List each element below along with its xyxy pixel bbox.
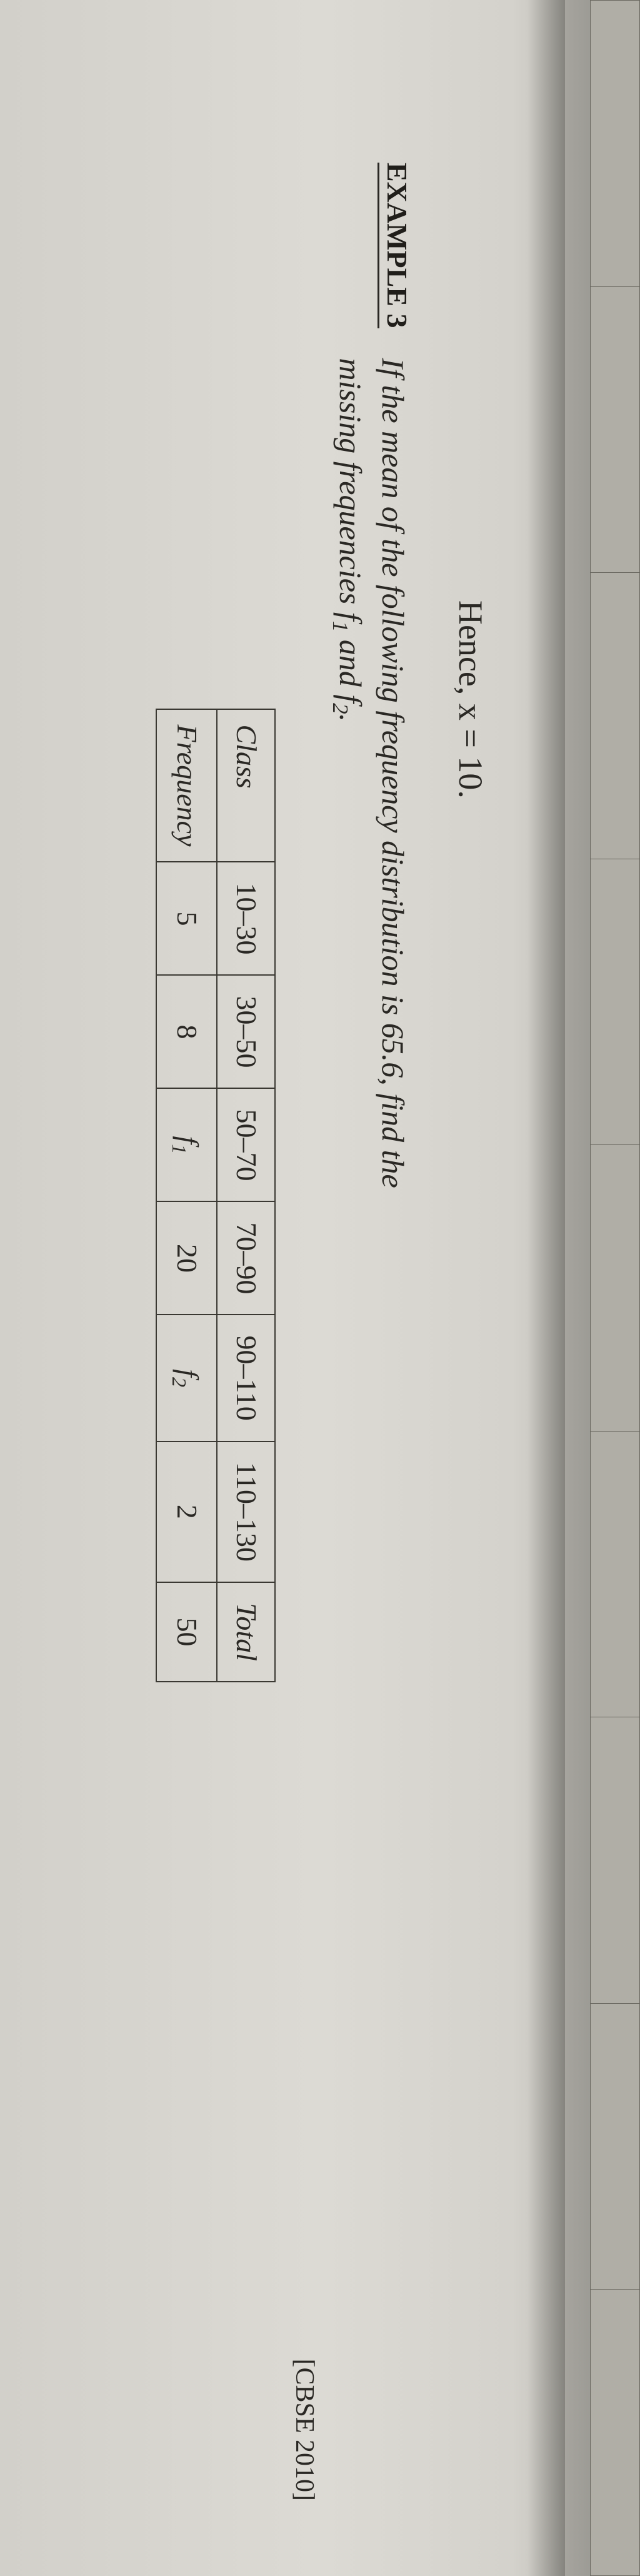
table-row: Frequency 5 8 f1 20 f2 2 50 — [156, 709, 218, 1682]
strip-cell — [591, 1, 640, 287]
example-block: EXAMPLE 3 If the mean of the following f… — [156, 163, 414, 2501]
cbse-tag: [CBSE 2010] — [287, 358, 322, 2502]
f2-sub: 2 — [168, 1377, 191, 1387]
class-cell-total: Total — [217, 1582, 274, 1682]
class-cell: 10–30 — [217, 862, 274, 975]
example-label: EXAMPLE 3 — [378, 163, 414, 328]
row-header-class: Class — [217, 709, 274, 862]
and-text: and — [334, 632, 369, 694]
freq-cell: 2 — [156, 1442, 218, 1582]
f2-sub: 2 — [329, 703, 353, 714]
f2-symbol: f2 — [334, 694, 369, 714]
row-header-frequency: Frequency — [156, 709, 218, 862]
f1-sub: 1 — [168, 1144, 191, 1154]
class-cell: 110–130 — [217, 1442, 274, 1582]
prev-page-table-fragment — [590, 0, 640, 2576]
freq-cell-f2: f2 — [156, 1315, 218, 1441]
table-row: Class 10–30 30–50 50–70 70–90 90–110 110… — [217, 709, 274, 1682]
content-area: Hence, x = 10. EXAMPLE 3 If the mean of … — [156, 163, 490, 2501]
page-curl-shadow — [528, 0, 565, 2576]
example-line2-suffix: . — [334, 714, 369, 722]
prev-page-table-strip — [565, 0, 640, 2576]
hence-line: Hence, x = 10. — [451, 600, 490, 2501]
freq-cell: 8 — [156, 975, 218, 1088]
strip-cell — [591, 1431, 640, 1717]
class-cell: 50–70 — [217, 1088, 274, 1201]
f1-symbol: f1 — [334, 612, 369, 632]
f1-letter: f — [172, 1136, 204, 1144]
class-cell: 30–50 — [217, 975, 274, 1088]
f1-sub: 1 — [329, 621, 353, 632]
example-line2-prefix: missing frequencies — [334, 358, 369, 612]
strip-cell — [591, 1145, 640, 1432]
f2-letter: f — [172, 1369, 204, 1377]
frequency-table: Class 10–30 30–50 50–70 70–90 90–110 110… — [156, 709, 276, 1682]
strip-cell — [591, 1717, 640, 2004]
example-body: If the mean of the following frequency d… — [156, 358, 414, 2502]
freq-cell-f1: f1 — [156, 1088, 218, 1201]
strip-cell — [591, 859, 640, 1145]
f2-letter: f — [334, 694, 369, 703]
freq-cell: 5 — [156, 862, 218, 975]
f1-letter: f — [334, 612, 369, 621]
class-cell: 90–110 — [217, 1315, 274, 1441]
strip-cell — [591, 2003, 640, 2290]
freq-cell-total: 50 — [156, 1582, 218, 1682]
freq-cell: 20 — [156, 1201, 218, 1315]
class-cell: 70–90 — [217, 1201, 274, 1315]
example-line1: If the mean of the following frequency d… — [376, 358, 411, 1188]
strip-cell — [591, 2290, 640, 2576]
strip-cell — [591, 286, 640, 573]
strip-cell — [591, 573, 640, 859]
page-surface: Hence, x = 10. EXAMPLE 3 If the mean of … — [0, 0, 640, 2576]
